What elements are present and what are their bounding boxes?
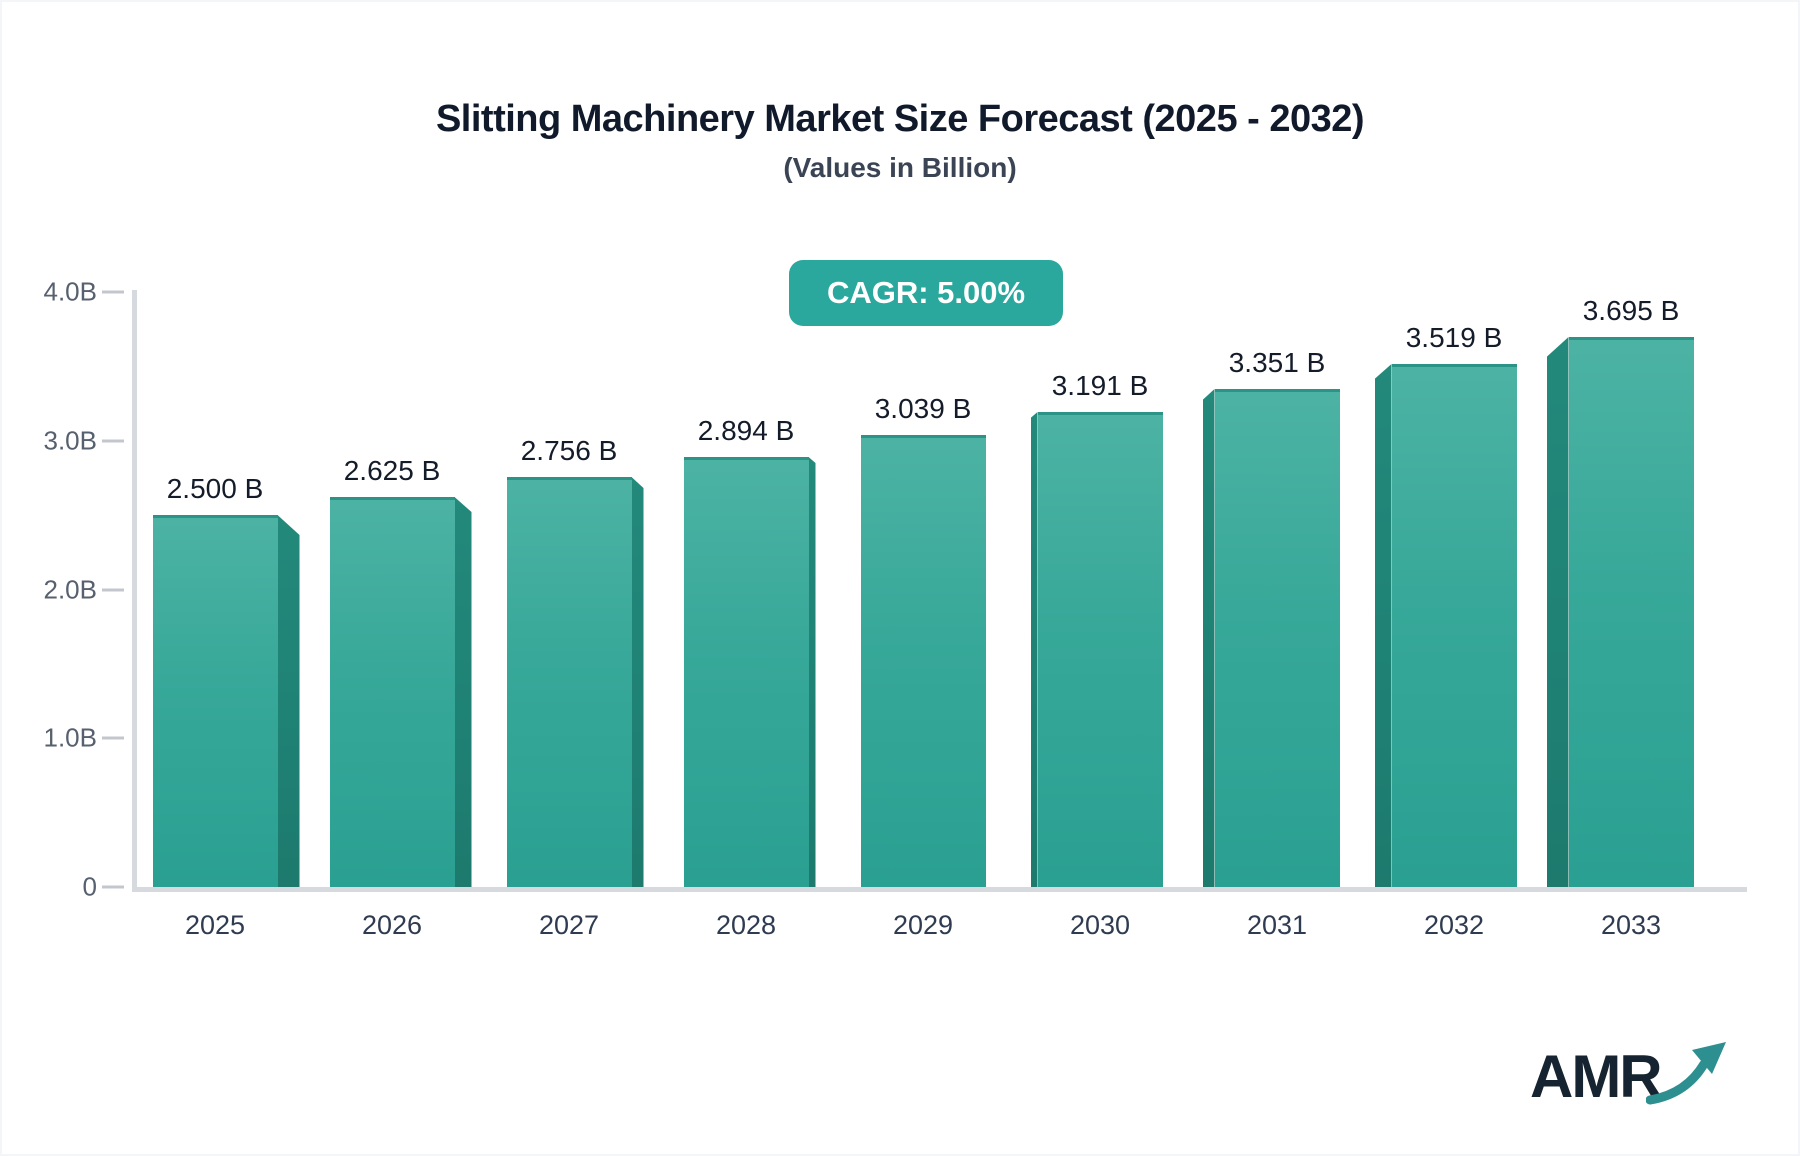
bar-2027: [506, 477, 632, 887]
bar-2032: [1391, 364, 1517, 887]
y-axis-tick-mark: [102, 290, 124, 294]
bar-value-label: 3.191 B: [1051, 370, 1149, 401]
y-axis-tick-label: 1.0B: [43, 722, 98, 753]
x-axis-tick-label: 2033: [1600, 910, 1662, 940]
y-axis-tick-label: 3.0B: [43, 425, 98, 456]
y-axis-line: [132, 290, 137, 890]
x-axis-tick-label: 2028: [715, 910, 777, 940]
bar-2026-side-face: [454, 497, 472, 887]
bar-2025-side-face: [277, 515, 300, 887]
y-axis-tick-mark: [102, 885, 124, 889]
bar-2027-side-face: [631, 477, 644, 887]
bar-2033: [1568, 337, 1694, 887]
bar-2031: [1214, 389, 1340, 887]
bar-2030: [1037, 412, 1163, 887]
bar-2031-side-face: [1202, 389, 1215, 887]
bar-2025: [152, 515, 278, 887]
x-axis-tick-label: 2032: [1423, 910, 1485, 940]
bar-value-label: 2.756 B: [520, 435, 618, 466]
bar-value-label: 2.500 B: [166, 473, 264, 504]
x-axis-tick-label: 2030: [1069, 910, 1131, 940]
chart-title: Slitting Machinery Market Size Forecast …: [435, 98, 1365, 140]
x-axis-tick-label: 2025: [184, 910, 246, 940]
amr-logo-text: AMR: [1530, 1043, 1663, 1110]
bar-2026: [329, 497, 455, 887]
bar-value-label: 3.695 B: [1582, 295, 1680, 326]
x-axis-tick-label: 2031: [1246, 910, 1308, 940]
x-axis-line: [132, 887, 1747, 892]
x-axis-tick-label: 2026: [361, 910, 423, 940]
chart-subtitle: (Values in Billion): [783, 152, 1017, 183]
cagr-badge: CAGR: 5.00%: [789, 260, 1063, 326]
bar-2032-side-face: [1374, 364, 1392, 887]
amr-logo: AMR: [1530, 1036, 1730, 1116]
x-axis-tick-label: 2027: [538, 910, 600, 940]
bar-value-label: 3.519 B: [1405, 322, 1503, 353]
y-axis-tick-mark: [102, 439, 124, 443]
y-axis-tick-label: 0: [82, 871, 97, 902]
x-axis-tick-label: 2029: [892, 910, 954, 940]
bar-2033-side-face: [1546, 337, 1569, 887]
bar-2028-side-face: [808, 457, 816, 887]
bar-2030-side-face: [1030, 412, 1038, 887]
growth-arrow-icon: [1646, 1042, 1726, 1105]
bar-value-label: 2.894 B: [697, 415, 795, 446]
y-axis-tick-mark: [102, 736, 124, 740]
y-axis-tick-label: 4.0B: [43, 276, 98, 307]
bar-value-label: 3.039 B: [874, 393, 972, 424]
bar-value-label: 3.351 B: [1228, 347, 1326, 378]
bar-2029: [860, 435, 986, 887]
y-axis-tick-mark: [102, 588, 124, 591]
y-axis-tick-label: 2.0B: [43, 574, 98, 604]
cagr-badge-label: CAGR: 5.00%: [826, 275, 1026, 310]
bar-value-label: 2.625 B: [343, 455, 441, 486]
bar-2028: [683, 457, 809, 887]
